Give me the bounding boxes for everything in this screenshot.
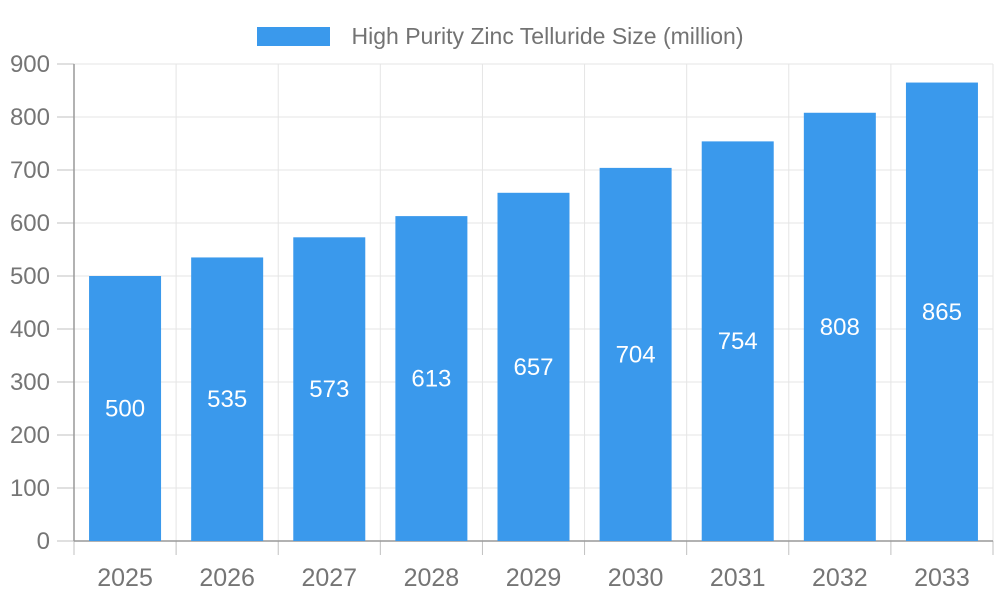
bar-value-label: 573	[309, 376, 349, 403]
bar-2032[interactable]	[803, 112, 876, 541]
bar-value-label: 613	[411, 366, 451, 393]
y-tick-label: 0	[37, 528, 50, 555]
bar-2029[interactable]	[497, 192, 570, 542]
x-tick-label: 2030	[608, 564, 664, 592]
bar-value-label: 865	[922, 299, 962, 326]
y-tick-label: 600	[10, 210, 50, 237]
y-tick-label: 800	[10, 104, 50, 131]
x-tick-label: 2025	[97, 564, 153, 592]
bar-value-label: 500	[105, 396, 145, 423]
bar-2031[interactable]	[701, 141, 774, 541]
y-tick-label: 200	[10, 422, 50, 449]
x-tick-label: 2033	[914, 564, 970, 592]
bar-2033[interactable]	[905, 82, 978, 542]
bar-2030[interactable]	[599, 167, 672, 541]
y-tick-label: 700	[10, 157, 50, 184]
x-tick-label: 2026	[199, 564, 255, 592]
bar-value-label: 754	[718, 328, 758, 355]
x-tick-label: 2029	[506, 564, 562, 592]
bar-2027[interactable]	[293, 237, 366, 541]
y-tick-label: 300	[10, 369, 50, 396]
legend-label: High Purity Zinc Telluride Size (million…	[351, 23, 744, 49]
y-tick-label: 900	[10, 51, 50, 78]
bar-value-label: 808	[820, 314, 860, 341]
bar-value-label: 704	[616, 341, 656, 368]
bar-2026[interactable]	[191, 257, 264, 541]
legend: High Purity Zinc Telluride Size (million…	[0, 25, 1000, 48]
bar-value-label: 657	[513, 354, 553, 381]
x-tick-label: 2028	[404, 564, 460, 592]
x-tick-label: 2027	[301, 564, 357, 592]
bar-2025[interactable]	[89, 276, 162, 541]
legend-swatch-icon	[256, 27, 330, 46]
bar-2028[interactable]	[395, 216, 468, 542]
x-tick-label: 2032	[812, 564, 868, 592]
legend-item[interactable]: High Purity Zinc Telluride Size (million…	[256, 23, 744, 49]
x-tick-label: 2031	[710, 564, 766, 592]
y-tick-label: 400	[10, 316, 50, 343]
y-tick-label: 500	[10, 263, 50, 290]
y-tick-label: 100	[10, 475, 50, 502]
bar-value-label: 535	[207, 386, 247, 413]
